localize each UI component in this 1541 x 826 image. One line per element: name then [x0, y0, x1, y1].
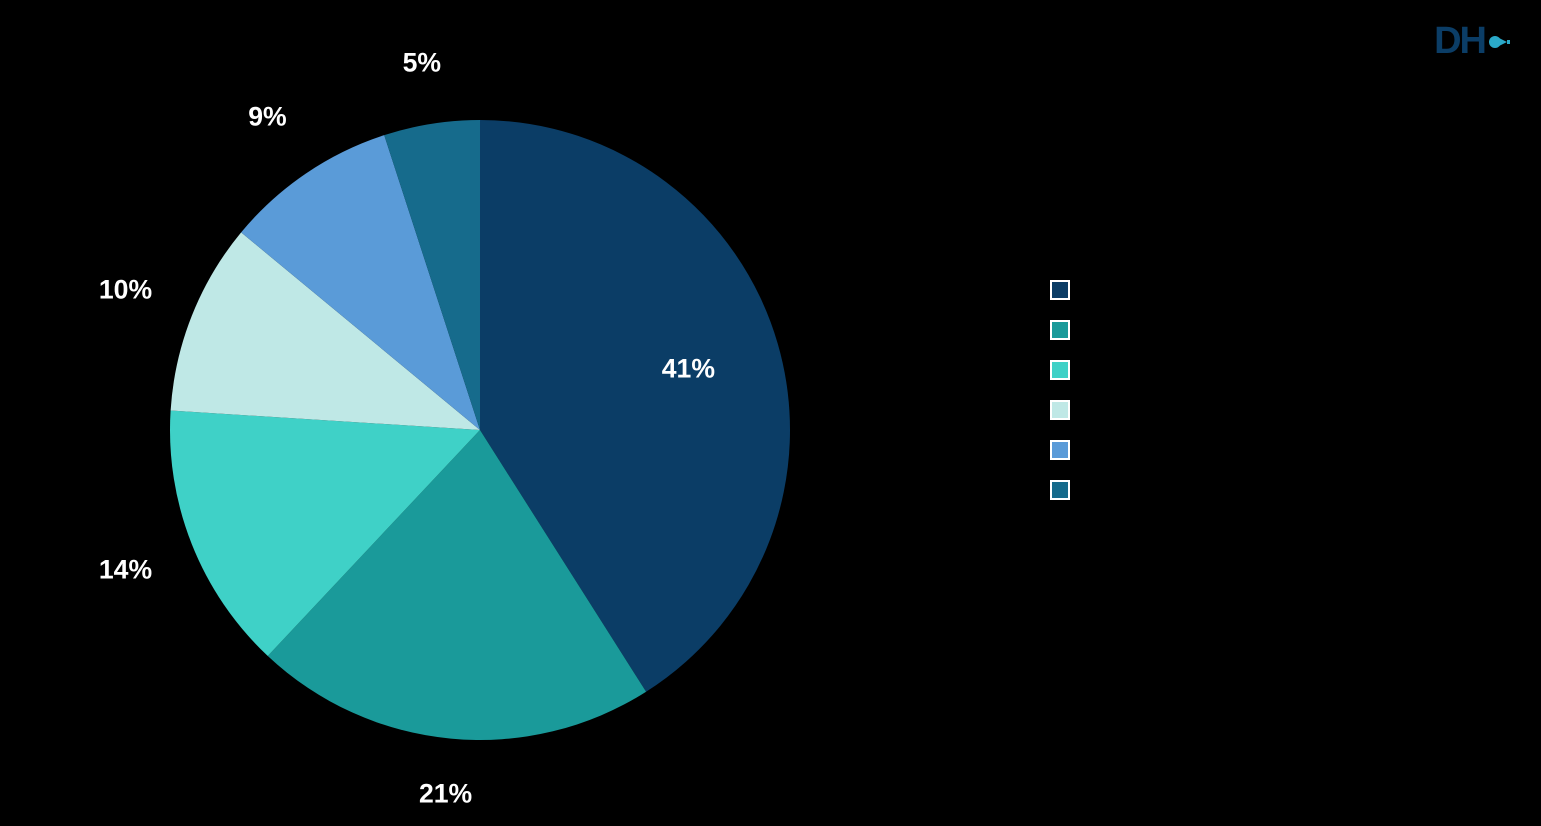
- pie-slice-label: 10%: [99, 274, 152, 305]
- legend-item: [1050, 440, 1084, 460]
- pie-slice-label: 14%: [99, 555, 152, 586]
- pie-slice-label: 5%: [403, 47, 441, 78]
- legend-item: [1050, 320, 1084, 340]
- legend-item: [1050, 400, 1084, 420]
- logo-letter-d: D: [1434, 20, 1459, 63]
- chart-container: D H 41%21%14%10%9%5%: [0, 0, 1541, 826]
- pie-slice-label: 9%: [248, 102, 286, 133]
- legend-item: [1050, 360, 1084, 380]
- pie-slice-label: 21%: [419, 779, 472, 810]
- brand-logo: D H: [1434, 20, 1511, 63]
- legend-swatch: [1050, 360, 1070, 380]
- legend-item: [1050, 280, 1084, 300]
- pie-svg: [160, 110, 800, 750]
- legend-swatch: [1050, 480, 1070, 500]
- legend-swatch: [1050, 280, 1070, 300]
- legend: [1050, 280, 1084, 500]
- logo-letter-h: H: [1460, 20, 1485, 63]
- legend-item: [1050, 480, 1084, 500]
- logo-arrow-icon: [1487, 30, 1511, 54]
- pie-chart: 41%21%14%10%9%5%: [160, 110, 800, 750]
- legend-swatch: [1050, 320, 1070, 340]
- legend-swatch: [1050, 440, 1070, 460]
- legend-swatch: [1050, 400, 1070, 420]
- pie-slice-label: 41%: [662, 354, 715, 385]
